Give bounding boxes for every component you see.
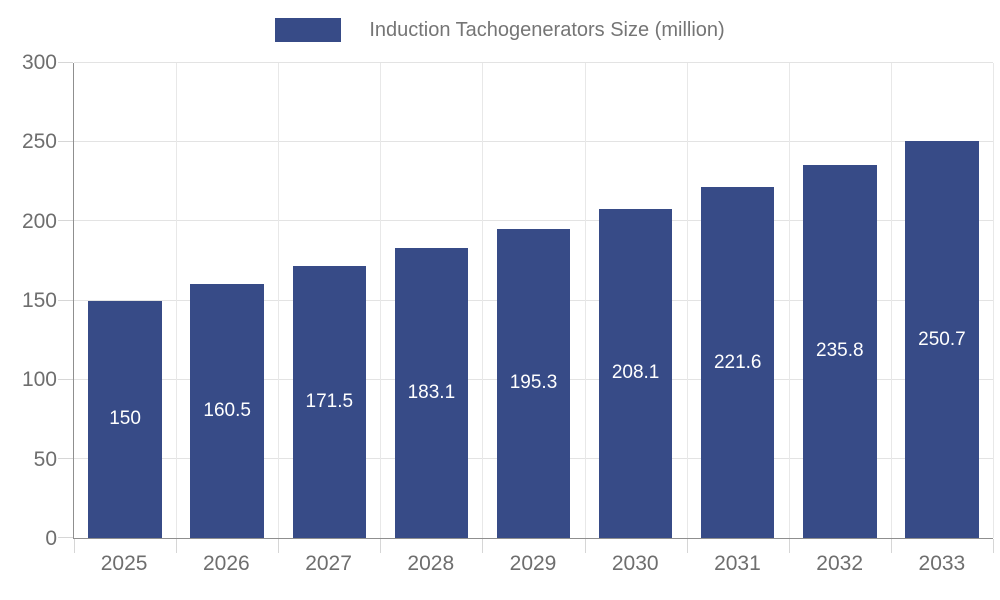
x-axis-tick bbox=[890, 539, 892, 553]
bar-value-label: 171.5 bbox=[305, 391, 354, 413]
plot-area: 150 160.5 171.5 183.1 195.3 208.1 221.6 235.8 25… bbox=[58, 62, 994, 553]
x-axis-tick bbox=[176, 539, 178, 553]
x-axis-tick bbox=[993, 539, 994, 553]
gridline-vertical bbox=[686, 63, 688, 538]
x-axis-tick-label: 2027 bbox=[305, 552, 352, 575]
legend-label: Induction Tachogenerators Size (million) bbox=[369, 18, 725, 41]
bar-2025[interactable]: 150 bbox=[88, 300, 162, 538]
bar-2026[interactable]: 160.5 bbox=[190, 283, 264, 538]
x-axis-labels: 2025 2026 2027 2028 2029 2030 2031 2032 2033 bbox=[73, 552, 993, 582]
legend-swatch bbox=[275, 18, 342, 42]
y-axis-tick-label: 50 bbox=[33, 447, 57, 471]
x-axis-tick bbox=[686, 539, 688, 553]
bar-2030[interactable]: 208.1 bbox=[598, 208, 673, 538]
bar-2029[interactable]: 195.3 bbox=[496, 228, 571, 538]
gridline-vertical bbox=[278, 63, 280, 538]
x-axis-tick-label: 2026 bbox=[202, 552, 250, 575]
x-axis-tick-label: 2032 bbox=[816, 552, 864, 575]
bar-value-label: 221.6 bbox=[713, 351, 762, 373]
bar-2031[interactable]: 221.6 bbox=[700, 187, 775, 538]
x-axis-tick bbox=[74, 539, 75, 553]
y-axis-tick-label: 0 bbox=[45, 527, 57, 550]
gridline-vertical bbox=[584, 63, 586, 538]
y-axis-tick bbox=[58, 537, 73, 538]
y-axis-labels: 0 50 100 150 200 250 300 bbox=[0, 51, 57, 550]
y-axis-tick bbox=[58, 299, 73, 301]
legend[interactable]: Induction Tachogenerators Size (million) bbox=[0, 18, 1000, 42]
y-axis-tick bbox=[58, 378, 73, 380]
y-axis-tick bbox=[58, 220, 73, 222]
bar-value-label: 160.5 bbox=[203, 399, 251, 421]
x-axis-tick bbox=[278, 539, 280, 553]
y-axis-tick-label: 150 bbox=[21, 289, 57, 312]
x-axis-tick-label: 2033 bbox=[918, 552, 966, 575]
bar-value-label: 183.1 bbox=[407, 382, 456, 404]
x-axis-tick bbox=[788, 539, 790, 553]
gridline-horizontal bbox=[74, 62, 993, 63]
bar-value-label: 208.1 bbox=[611, 362, 660, 384]
bar-2027[interactable]: 171.5 bbox=[292, 266, 367, 538]
gridline-vertical bbox=[788, 63, 790, 538]
x-axis-tick-label: 2025 bbox=[100, 552, 148, 575]
bar-value-label: 195.3 bbox=[509, 372, 558, 394]
gridline-vertical bbox=[890, 63, 892, 538]
y-axis-tick bbox=[58, 141, 73, 143]
bar-2033[interactable]: 250.7 bbox=[905, 141, 979, 538]
x-axis-tick-label: 2030 bbox=[611, 552, 659, 575]
gridline-horizontal bbox=[74, 220, 993, 222]
y-axis-tick bbox=[58, 457, 73, 459]
y-axis-tick-label: 200 bbox=[21, 209, 57, 233]
gridline-vertical bbox=[993, 63, 994, 538]
y-axis-tick-label: 250 bbox=[21, 130, 57, 154]
y-axis-tick-label: 300 bbox=[21, 51, 57, 74]
gridline-vertical bbox=[482, 63, 484, 538]
bar-value-label: 250.7 bbox=[918, 328, 966, 350]
bar-value-label: 235.8 bbox=[816, 340, 864, 362]
gridline-vertical bbox=[176, 63, 178, 538]
gridline-vertical bbox=[380, 63, 382, 538]
y-axis-tick-label: 100 bbox=[21, 368, 57, 392]
y-axis-tick bbox=[58, 62, 73, 63]
x-axis-tick bbox=[380, 539, 382, 553]
bar-value-label: 150 bbox=[109, 408, 141, 430]
x-axis-tick-label: 2028 bbox=[407, 552, 455, 575]
x-axis-tick bbox=[584, 539, 586, 553]
bar-2032[interactable]: 235.8 bbox=[803, 164, 877, 538]
x-axis-tick-label: 2031 bbox=[714, 552, 761, 575]
x-axis-tick bbox=[482, 539, 484, 553]
gridline-horizontal bbox=[74, 141, 993, 143]
bar-2028[interactable]: 183.1 bbox=[394, 248, 469, 538]
x-axis-tick-label: 2029 bbox=[509, 552, 557, 575]
